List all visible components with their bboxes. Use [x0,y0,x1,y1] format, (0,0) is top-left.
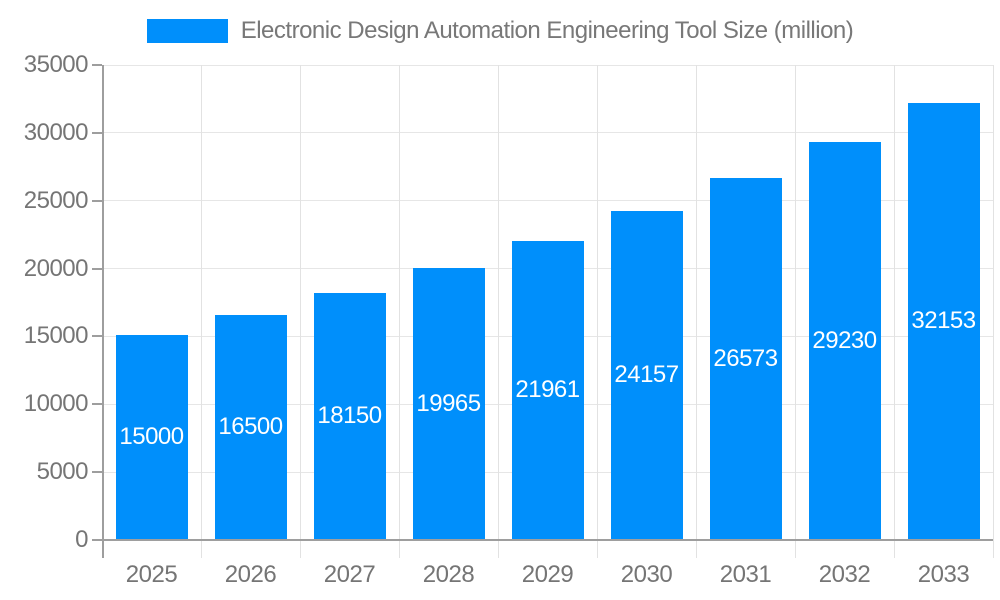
bar-value-label: 24157 [614,361,679,389]
chart-legend[interactable]: Electronic Design Automation Engineering… [0,17,1000,45]
y-tick-label: 15000 [23,322,89,350]
x-gridline [299,65,301,558]
y-tick-label: 25000 [23,186,89,214]
bar-value-label: 32153 [911,306,976,334]
plot-area: 0 5000 10000 15000 20000 25000 30000 35000 15000… [24,51,994,588]
y-axis-tick [92,64,102,66]
bar-2025[interactable]: 15000 [115,335,188,539]
y-tick-label: 10000 [23,390,89,418]
bar-2030[interactable]: 24157 [610,211,683,539]
y-tick-label: 30000 [23,118,89,146]
x-gridline [893,65,895,558]
y-gridline [102,200,993,202]
x-tick-label-2030: 2030 [620,561,673,588]
y-gridline [102,132,993,134]
x-tick-label-2029: 2029 [521,561,574,588]
bar-2032[interactable]: 29230 [808,142,881,539]
x-tick-label-2028: 2028 [422,561,475,588]
y-axis-tick [92,403,102,406]
y-gridline [102,64,993,66]
bar-2026[interactable]: 16500 [214,315,287,539]
x-axis-line [92,539,993,541]
y-tick-label: 5000 [36,458,89,486]
y-tick-label: 20000 [23,254,89,282]
x-tick-label-2031: 2031 [719,561,772,588]
y-axis-tick [92,335,102,338]
bar-2028[interactable]: 19965 [412,268,485,539]
x-gridline [497,65,499,558]
y-axis-tick [92,267,102,270]
x-gridline [794,65,796,558]
bar-value-label: 29230 [812,326,877,354]
x-tick-label-2026: 2026 [224,561,277,588]
y-axis-tick [92,471,102,474]
x-gridline [596,65,598,558]
x-gridline [398,65,400,558]
legend-label: Electronic Design Automation Engineering… [240,17,854,44]
x-tick-label-2033: 2033 [917,561,970,588]
bar-2031[interactable]: 26573 [709,178,782,539]
y-axis-line [102,65,104,558]
bar-2027[interactable]: 18150 [313,292,386,539]
y-tick-label: 35000 [23,51,89,78]
x-tick-label-2032: 2032 [818,561,871,588]
bar-2033[interactable]: 32153 [907,102,980,539]
y-axis-tick [92,199,102,202]
x-gridline [695,65,697,558]
bar-value-label: 26573 [713,344,778,372]
x-tick-label-2025: 2025 [125,561,178,588]
bar-value-label: 15000 [119,423,184,451]
bar-value-label: 19965 [416,389,481,417]
bar-value-label: 18150 [317,401,382,429]
bar-2029[interactable]: 21961 [511,240,584,539]
bar-value-label: 21961 [515,375,580,403]
legend-swatch [146,19,228,43]
y-axis-tick [92,131,102,134]
bar-value-label: 16500 [218,413,283,441]
x-gridline [992,65,994,558]
y-tick-label: 0 [75,526,88,553]
x-gridline [200,65,202,558]
x-tick-label-2027: 2027 [323,561,376,588]
